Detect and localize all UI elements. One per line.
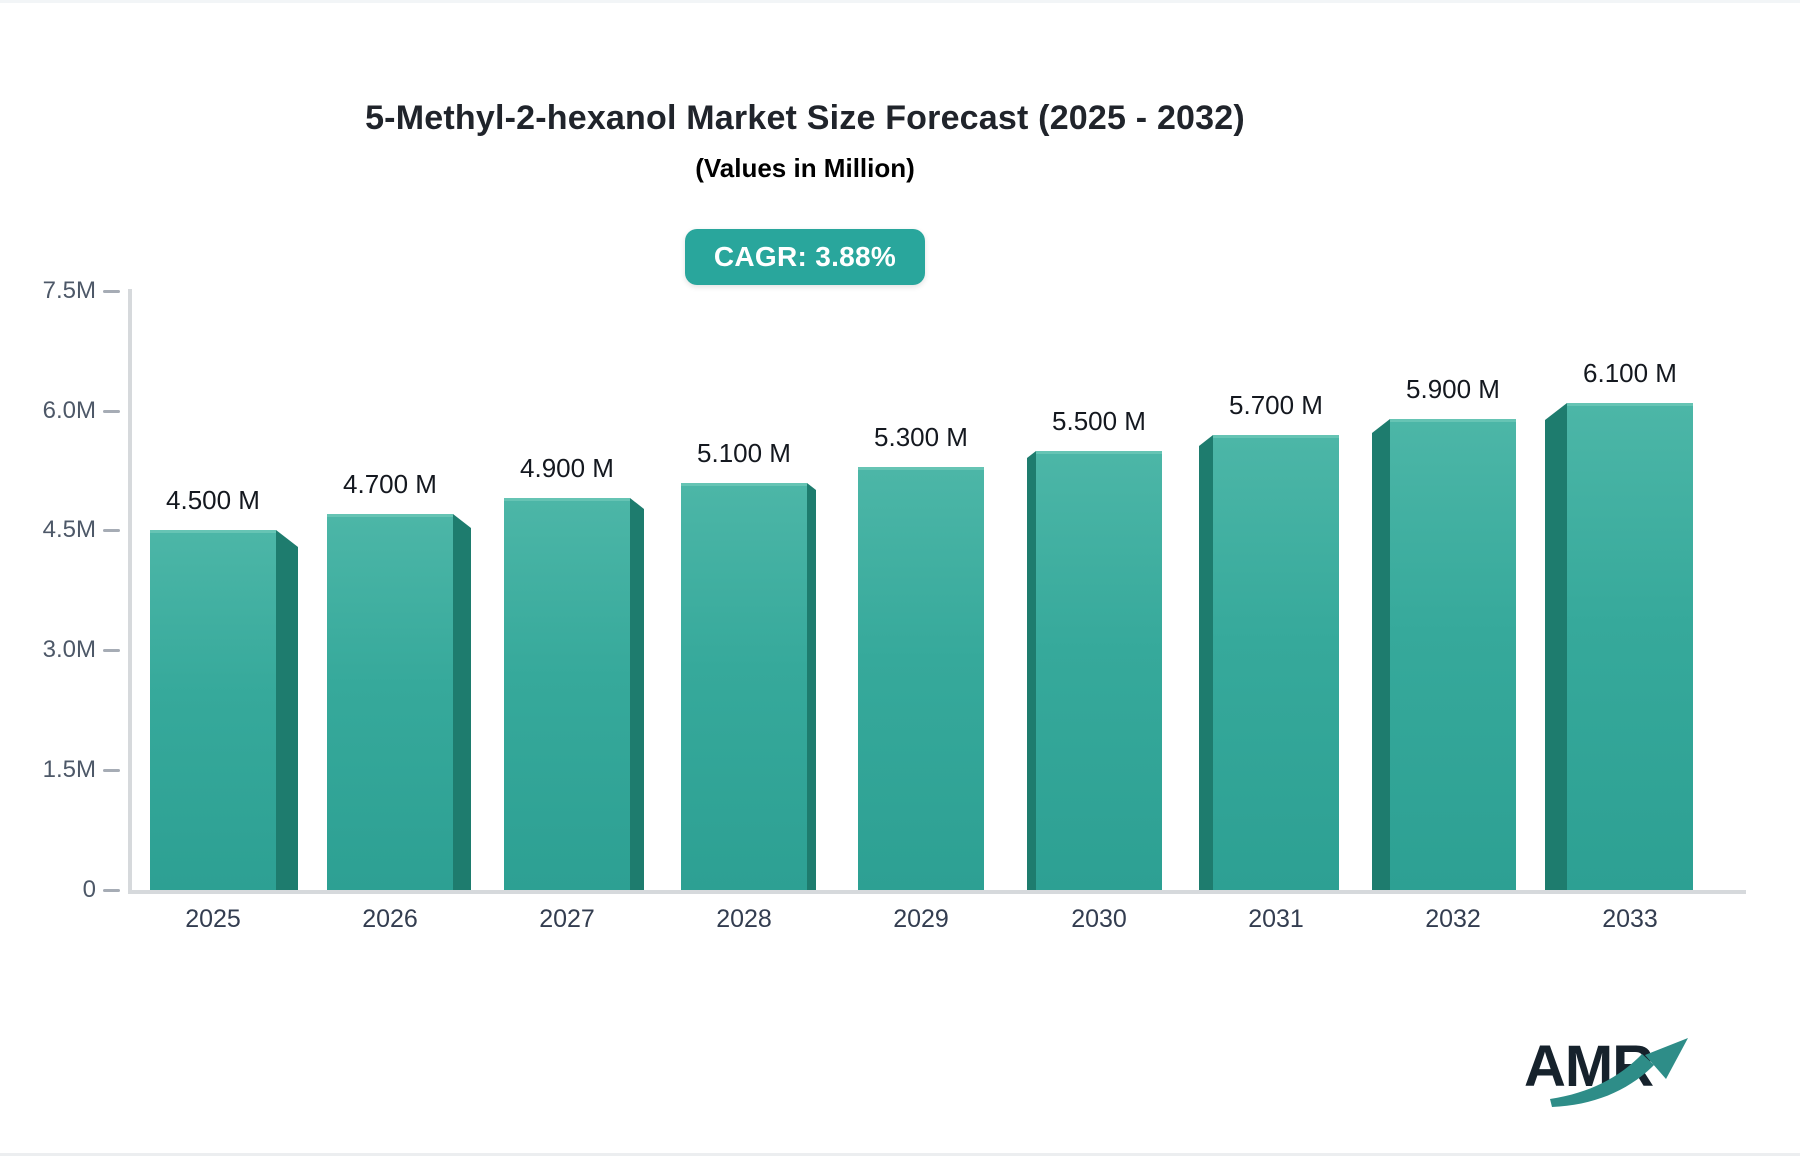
y-axis-tick-label: 6.0M <box>42 396 96 424</box>
y-axis-tick-mark <box>103 409 120 413</box>
bar-2029 <box>858 467 984 890</box>
y-axis-tick-label: 7.5M <box>42 276 96 304</box>
cagr-badge: CAGR: 3.88% <box>685 229 925 285</box>
bar-value-label: 5.700 M <box>1229 390 1323 420</box>
bar-3d-side <box>630 498 644 890</box>
y-axis-tick-label: 3.0M <box>42 636 96 664</box>
y-axis-tick-mark <box>103 889 120 892</box>
x-axis-label: 2026 <box>362 905 418 933</box>
x-axis-label: 2028 <box>716 905 772 933</box>
x-axis-label: 2032 <box>1425 905 1481 933</box>
bar-2031 <box>1213 435 1339 890</box>
x-axis-label: 2029 <box>893 905 949 933</box>
y-axis-tick-mark <box>103 529 120 533</box>
y-axis-tick-mark <box>103 769 120 773</box>
bar-3d-side <box>807 483 816 890</box>
bar-2025 <box>150 530 276 890</box>
page-subtitle: (Values in Million) <box>695 153 915 183</box>
y-axis-tick-mark <box>103 289 120 293</box>
bar-value-label: 4.700 M <box>343 469 437 499</box>
bar-3d-side <box>1372 419 1390 890</box>
bar-value-label: 5.100 M <box>697 438 791 468</box>
page-title: 5-Methyl-2-hexanol Market Size Forecast … <box>365 99 1245 137</box>
bar-value-label: 4.900 M <box>520 453 614 483</box>
x-axis-label: 2027 <box>539 905 595 933</box>
x-axis-label: 2030 <box>1071 905 1127 933</box>
logo-growth-arrow-icon <box>1550 1038 1688 1107</box>
bar-value-label: 5.900 M <box>1406 374 1500 404</box>
y-axis-tick-mark <box>103 649 120 653</box>
bar-3d-side <box>1027 451 1036 890</box>
bar-3d-side <box>276 530 298 890</box>
bar-value-label: 5.500 M <box>1052 406 1146 436</box>
bar-value-label: 4.500 M <box>166 485 260 515</box>
cagr-badge-label: CAGR: 3.88% <box>713 241 897 272</box>
bar-2033 <box>1567 403 1693 890</box>
bar-value-label: 6.100 M <box>1583 358 1677 388</box>
bar-2026 <box>327 514 453 890</box>
bar-2028 <box>681 483 807 890</box>
bar-3d-side <box>1545 403 1567 890</box>
y-axis-tick-label: 4.5M <box>42 516 96 544</box>
x-axis-label: 2033 <box>1602 905 1658 933</box>
x-axis-baseline <box>128 890 1746 894</box>
bar-3d-side <box>1199 435 1213 890</box>
bar-2030 <box>1036 451 1162 890</box>
y-axis-tick-label: 0 <box>82 876 96 903</box>
x-axis-label: 2025 <box>185 905 241 933</box>
bar-3d-side <box>453 514 471 890</box>
bar-2027 <box>504 498 630 890</box>
x-axis-label: 2031 <box>1248 905 1304 933</box>
y-axis-line <box>128 289 132 894</box>
y-axis-tick-label: 1.5M <box>42 756 96 784</box>
bar-value-label: 5.300 M <box>874 422 968 452</box>
bar-2032 <box>1390 419 1516 890</box>
